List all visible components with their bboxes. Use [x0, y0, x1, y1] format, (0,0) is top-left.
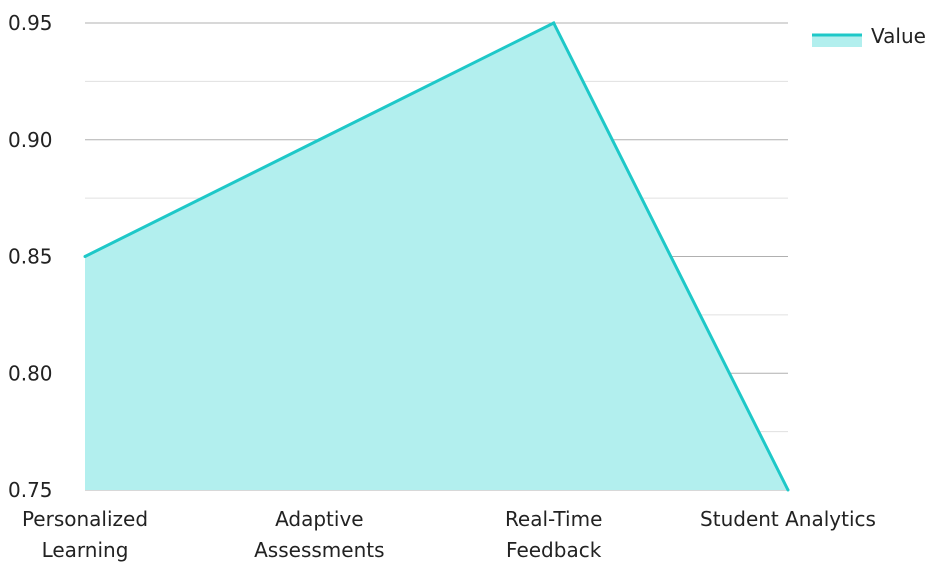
data-point[interactable]	[552, 21, 556, 25]
data-point[interactable]	[83, 255, 87, 258]
legend-swatch-fill	[812, 35, 862, 47]
x-tick-label: Real-Time Feedback	[505, 507, 602, 562]
x-axis: Personalized Learning Adaptive Assessments R…	[22, 507, 876, 562]
y-tick-label: 0.85	[8, 245, 53, 269]
y-axis: 0.75 0.80 0.85 0.90 0.95	[8, 11, 53, 502]
x-tick-label-line: Feedback	[506, 538, 602, 562]
series-line	[84, 20, 790, 491]
legend[interactable]: Value	[812, 24, 926, 48]
y-tick-label: 0.90	[8, 128, 53, 152]
x-tick-label-line: Student Analytics	[700, 507, 876, 531]
y-tick-label: 0.95	[8, 11, 53, 35]
x-tick-label-line: Assessments	[254, 538, 384, 562]
y-tick-label: 0.80	[8, 361, 53, 385]
series-area	[83, 20, 790, 492]
x-tick-label: Adaptive Assessments	[254, 507, 384, 562]
data-point[interactable]	[786, 488, 790, 492]
legend-label: Value	[871, 24, 926, 48]
x-tick-label-line: Real-Time	[505, 507, 602, 531]
x-tick-label-line: Learning	[42, 538, 129, 562]
x-tick-label-line: Personalized	[22, 507, 148, 531]
x-tick-label-line: Adaptive	[275, 507, 364, 531]
data-point[interactable]	[317, 138, 321, 142]
x-tick-label: Personalized Learning	[22, 507, 148, 562]
y-tick-label: 0.75	[8, 478, 53, 502]
x-tick-label: Student Analytics	[700, 507, 876, 531]
